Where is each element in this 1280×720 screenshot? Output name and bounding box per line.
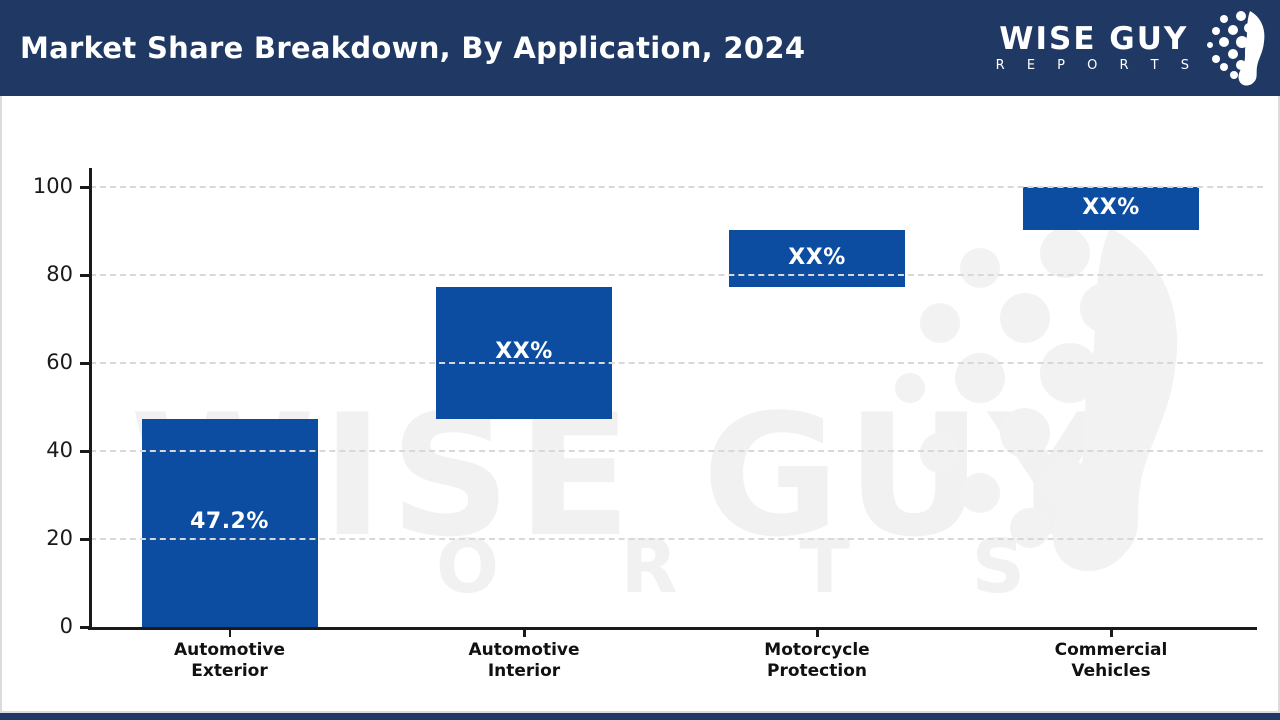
wise-guy-logo: WISE GUY R E P O R T S [990, 9, 1280, 87]
logo-face-icon [1207, 11, 1265, 86]
chart-title: Market Share Breakdown, By Application, … [20, 31, 806, 65]
y-tick-label: 40 [46, 438, 73, 462]
y-tick-mark [80, 186, 89, 189]
logo-wordmark: WISE GUY [999, 21, 1189, 58]
bar [729, 230, 905, 288]
x-tick-label: Motorcycle Protection [764, 640, 870, 682]
watermark-face-icon [895, 228, 1178, 572]
x-tick-label: Automotive Exterior [173, 640, 286, 682]
bar-label: XX% [1082, 194, 1140, 220]
x-tick-label: Automotive Interior [468, 640, 580, 682]
bar-label: XX% [495, 339, 553, 365]
x-tick-mark [523, 628, 526, 637]
y-tick-label: 100 [32, 174, 73, 198]
y-tick-mark [80, 274, 89, 277]
y-tick-label: 0 [59, 614, 73, 638]
y-tick-mark [80, 362, 89, 365]
y-tick-label: 20 [46, 526, 73, 550]
y-axis-line [89, 168, 92, 629]
x-tick-mark [228, 628, 231, 637]
x-tick-label: Commercial Vehicles [1054, 640, 1168, 682]
y-tick-label: 80 [46, 262, 73, 286]
gridline [90, 538, 1263, 540]
gridline [90, 362, 1263, 364]
bar [141, 419, 318, 627]
y-tick-label: 60 [46, 350, 73, 374]
gridline [90, 450, 1263, 452]
x-tick-mark [816, 628, 819, 637]
logo-text: WISE GUY R E P O R T S [990, 23, 1198, 73]
y-tick-mark [80, 538, 89, 541]
logo-subtitle: R E P O R T S [995, 57, 1198, 73]
x-axis-line [88, 627, 1257, 630]
y-tick-mark [80, 626, 89, 629]
x-tick-mark [1110, 628, 1113, 637]
y-tick-mark [80, 450, 89, 453]
bar [436, 287, 612, 420]
gridline [90, 274, 1263, 276]
bar-label: XX% [788, 244, 846, 270]
bar [1023, 187, 1199, 231]
footer-band [0, 713, 1280, 720]
bar-label: 47.2% [190, 509, 269, 535]
gridline [90, 186, 1263, 188]
header-band: Market Share Breakdown, By Application, … [0, 0, 1280, 96]
